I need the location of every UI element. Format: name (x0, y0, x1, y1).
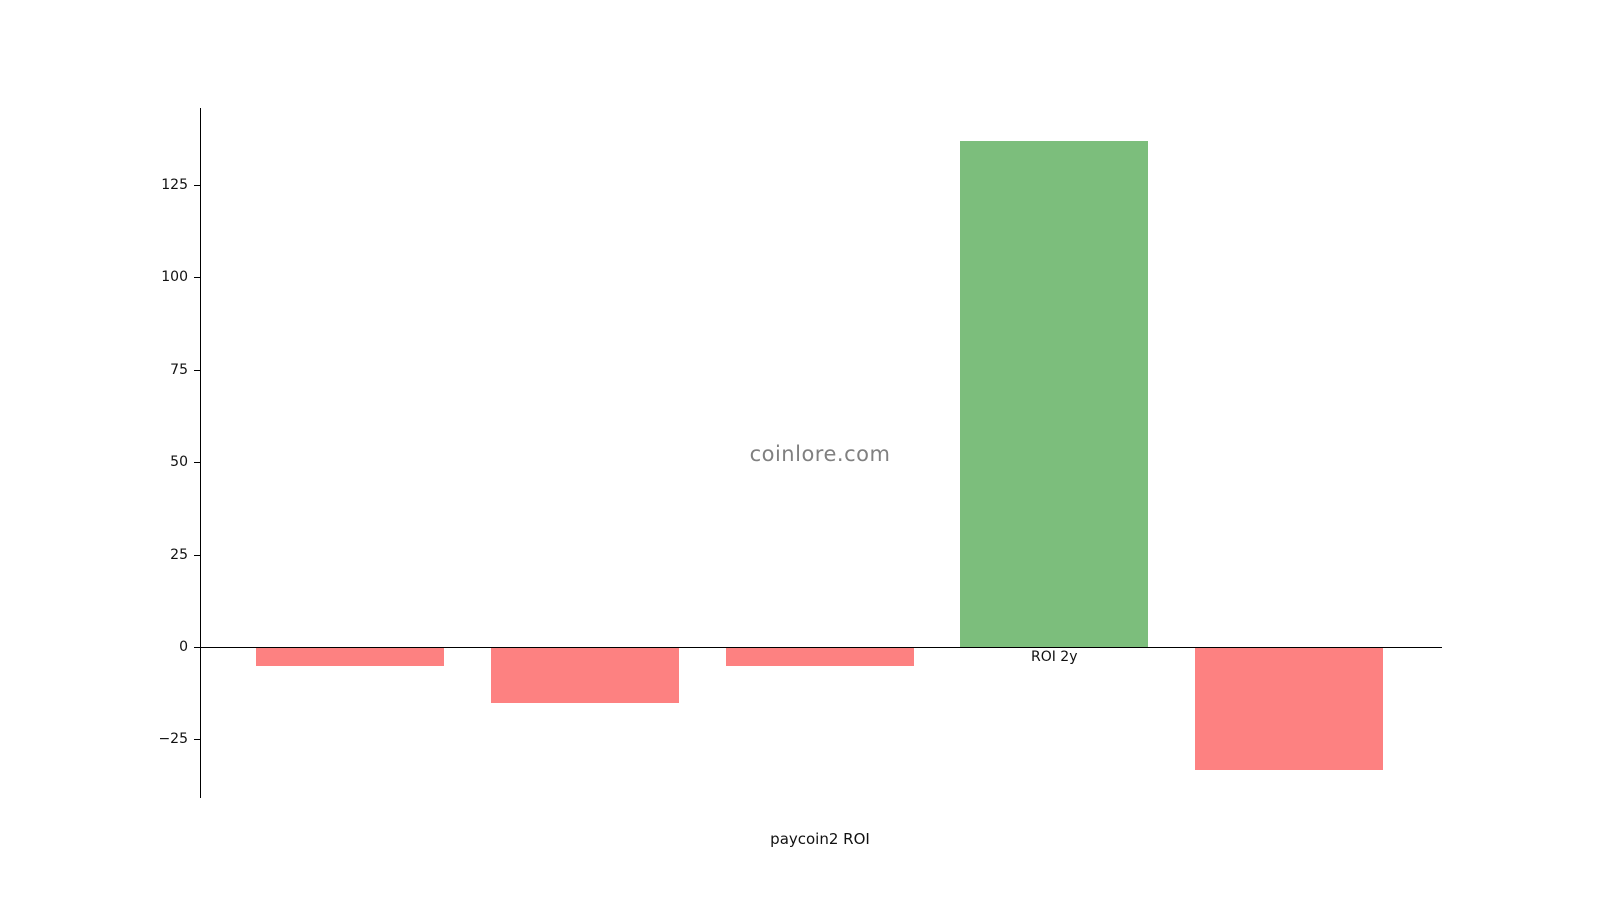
y-tick-mark (194, 554, 200, 556)
bar-series-0 (256, 648, 444, 667)
bar-roi-2y (960, 140, 1149, 647)
y-tick-label: 25 (170, 546, 188, 563)
y-tick-mark (194, 739, 200, 741)
y-tick-mark (194, 277, 200, 279)
x-axis-zero-line (200, 647, 1442, 648)
bar-series-2 (725, 648, 914, 667)
y-tick-label: 75 (170, 361, 188, 378)
y-tick-mark (194, 462, 200, 464)
x-tick-label: ROI 2y (1030, 649, 1078, 665)
y-axis-line (200, 108, 201, 798)
y-tick-mark (194, 647, 200, 648)
chart-title: paycoin2 ROI (770, 830, 870, 848)
y-tick-label: 100 (161, 269, 188, 286)
bar-series-1 (490, 648, 679, 704)
y-tick-label: 125 (161, 177, 188, 193)
y-tick-mark (194, 369, 200, 371)
y-tick-mark (194, 185, 200, 186)
y-tick-label: 50 (170, 454, 188, 471)
bar-series-4 (1195, 648, 1383, 770)
watermark-text: coinlore.com (749, 442, 891, 466)
y-tick-label: 0 (179, 639, 188, 655)
y-tick-label: −25 (158, 731, 188, 748)
